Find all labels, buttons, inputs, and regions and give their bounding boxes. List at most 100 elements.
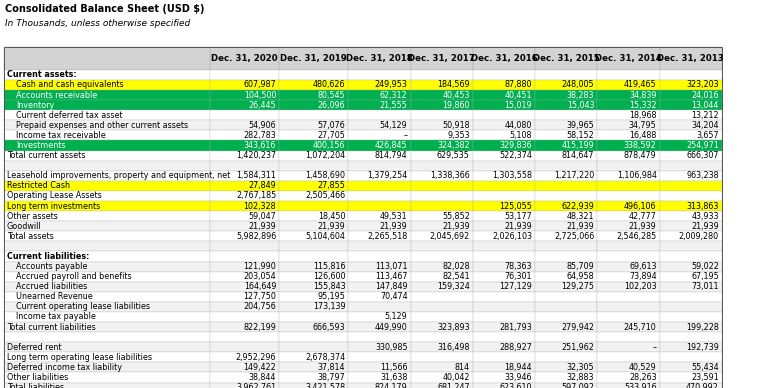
Bar [535, 80, 597, 90]
Text: 279,942: 279,942 [562, 322, 594, 332]
Text: 55,434: 55,434 [691, 363, 719, 372]
Text: 50,918: 50,918 [442, 121, 470, 130]
Text: 1,303,558: 1,303,558 [492, 171, 532, 180]
Bar [660, 342, 722, 352]
Text: 85,709: 85,709 [566, 262, 594, 271]
Bar [660, 211, 722, 221]
Text: 282,783: 282,783 [244, 131, 276, 140]
Text: 533,916: 533,916 [624, 383, 657, 388]
Bar [279, 251, 348, 262]
Bar [411, 383, 473, 388]
Bar [279, 231, 348, 241]
Bar [4, 262, 210, 272]
Bar [597, 221, 660, 231]
Bar [597, 47, 660, 70]
Bar [279, 362, 348, 372]
Text: 5,108: 5,108 [509, 131, 532, 140]
Text: 73,894: 73,894 [629, 272, 657, 281]
Bar [535, 130, 597, 140]
Text: 24,016: 24,016 [691, 90, 719, 100]
Text: 21,555: 21,555 [380, 100, 408, 110]
Bar [4, 110, 210, 120]
Text: 40,042: 40,042 [442, 373, 470, 382]
Bar [597, 302, 660, 312]
Text: 113,071: 113,071 [375, 262, 408, 271]
Bar [348, 120, 411, 130]
Bar [210, 110, 279, 120]
Bar [210, 191, 279, 201]
Bar [4, 292, 210, 302]
Bar [411, 181, 473, 191]
Bar [535, 120, 597, 130]
Text: 127,129: 127,129 [499, 282, 532, 291]
Bar [535, 332, 597, 342]
Bar [660, 110, 722, 120]
Bar [660, 80, 722, 90]
Bar [279, 262, 348, 272]
Bar [597, 80, 660, 90]
Text: Dec. 31, 2015: Dec. 31, 2015 [533, 54, 600, 63]
Bar [210, 151, 279, 161]
Text: 622,939: 622,939 [562, 201, 594, 211]
Text: 18,968: 18,968 [629, 111, 657, 120]
Text: 54,906: 54,906 [249, 121, 276, 130]
Bar [279, 110, 348, 120]
Bar [210, 272, 279, 282]
Text: 42,777: 42,777 [628, 211, 657, 221]
Text: Current assets:: Current assets: [7, 70, 77, 80]
Bar [660, 302, 722, 312]
Text: Cash and cash equivalents: Cash and cash equivalents [16, 80, 124, 90]
Bar [535, 302, 597, 312]
Bar [597, 292, 660, 302]
Bar [660, 100, 722, 110]
Bar [597, 120, 660, 130]
Bar [660, 332, 722, 342]
Text: 49,531: 49,531 [380, 211, 408, 221]
Text: Dec. 31, 2014: Dec. 31, 2014 [595, 54, 662, 63]
Bar [210, 302, 279, 312]
Bar [597, 251, 660, 262]
Bar [210, 80, 279, 90]
Bar [210, 292, 279, 302]
Bar [660, 312, 722, 322]
Bar [411, 191, 473, 201]
Bar [660, 140, 722, 151]
Bar [348, 171, 411, 181]
Text: Consolidated Balance Sheet (USD $): Consolidated Balance Sheet (USD $) [5, 4, 205, 14]
Text: Unearned Revenue: Unearned Revenue [16, 292, 93, 301]
Bar [4, 161, 210, 171]
Bar [411, 201, 473, 211]
Text: 39,965: 39,965 [566, 121, 594, 130]
Bar [4, 120, 210, 130]
Bar [210, 181, 279, 191]
Text: Deferred rent: Deferred rent [7, 343, 61, 352]
Text: 2,678,374: 2,678,374 [305, 353, 345, 362]
Bar [348, 90, 411, 100]
Text: 21,939: 21,939 [566, 222, 594, 231]
Bar [473, 120, 535, 130]
Bar [660, 47, 722, 70]
Text: 34,795: 34,795 [628, 121, 657, 130]
Text: 814,647: 814,647 [562, 151, 594, 160]
Bar [660, 130, 722, 140]
Text: 53,177: 53,177 [504, 211, 532, 221]
Text: 21,939: 21,939 [691, 222, 719, 231]
Bar [348, 110, 411, 120]
Bar [4, 47, 210, 70]
Bar [535, 372, 597, 383]
Text: 40,529: 40,529 [628, 363, 657, 372]
Bar [535, 151, 597, 161]
Text: 27,855: 27,855 [317, 181, 345, 191]
Bar [210, 211, 279, 221]
Text: 2,009,280: 2,009,280 [679, 232, 719, 241]
Bar [4, 47, 722, 388]
Bar [348, 322, 411, 332]
Bar [348, 332, 411, 342]
Text: 2,952,296: 2,952,296 [236, 353, 276, 362]
Bar [597, 171, 660, 181]
Text: 32,305: 32,305 [567, 363, 594, 372]
Bar [348, 161, 411, 171]
Bar [4, 151, 210, 161]
Text: Dec. 31, 2020: Dec. 31, 2020 [212, 54, 278, 63]
Bar [348, 231, 411, 241]
